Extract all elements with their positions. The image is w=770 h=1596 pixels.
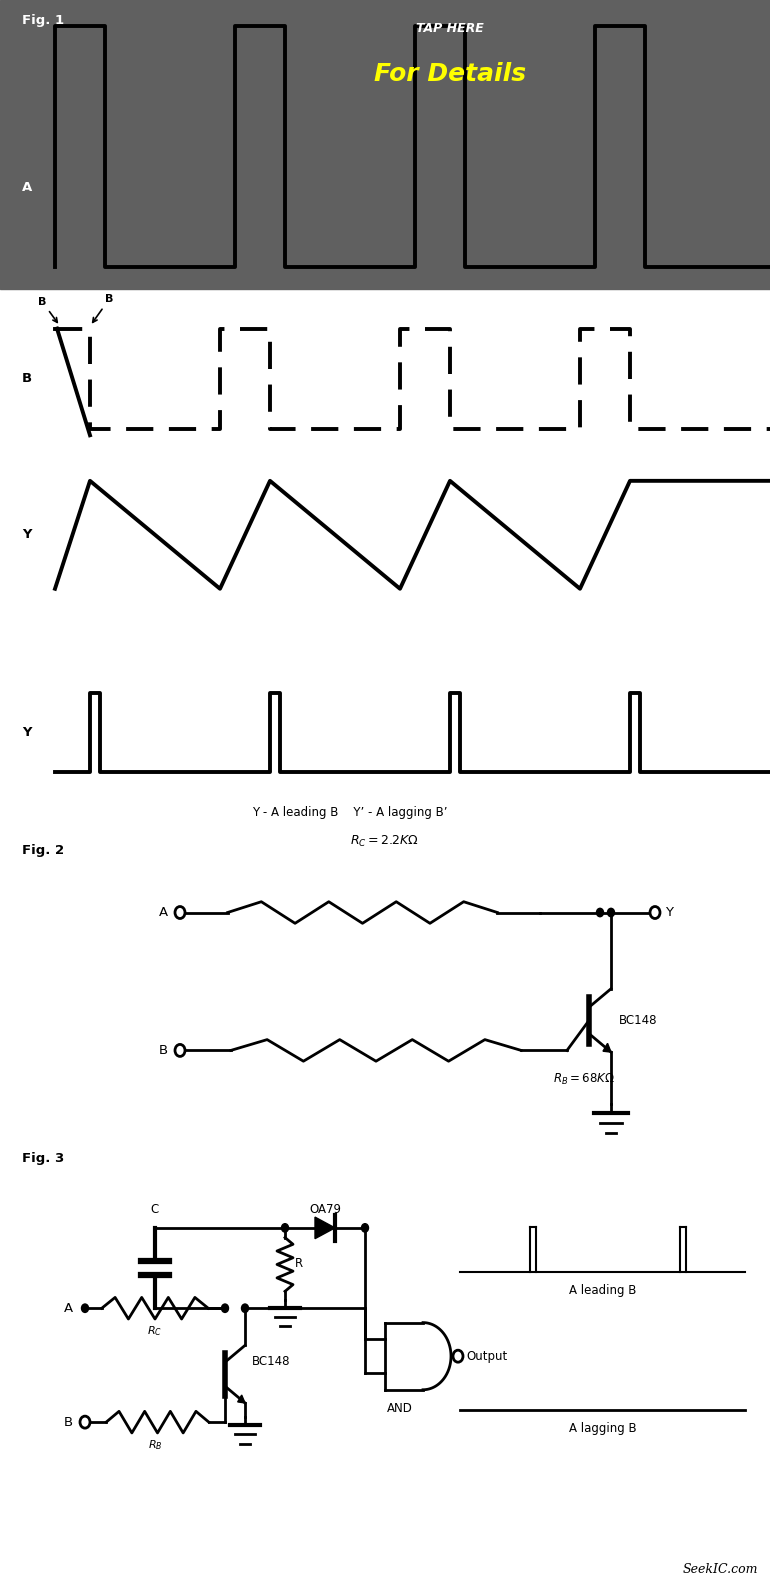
Circle shape: [361, 1224, 369, 1232]
Text: A: A: [64, 1302, 73, 1315]
Circle shape: [82, 1304, 89, 1312]
Polygon shape: [238, 1395, 245, 1403]
Text: BC148: BC148: [252, 1355, 290, 1368]
Text: BC148: BC148: [619, 1013, 658, 1026]
Bar: [0, 0, 770, 289]
Circle shape: [597, 908, 604, 916]
Text: C: C: [151, 1203, 159, 1216]
Text: A: A: [159, 907, 168, 919]
Circle shape: [175, 907, 185, 919]
Text: R: R: [295, 1258, 303, 1270]
Text: Y - A leading B    Y’ - A lagging B’: Y - A leading B Y’ - A lagging B’: [253, 806, 447, 819]
Text: Y: Y: [665, 907, 673, 919]
Polygon shape: [603, 1044, 611, 1052]
Text: B: B: [92, 294, 113, 322]
Text: SeekIC.com: SeekIC.com: [682, 1562, 758, 1575]
Text: A: A: [22, 180, 32, 193]
Text: $R_C$: $R_C$: [147, 1323, 162, 1337]
Text: Y: Y: [22, 528, 32, 541]
Circle shape: [80, 1416, 90, 1428]
Text: Y: Y: [22, 726, 32, 739]
Circle shape: [453, 1350, 463, 1361]
Circle shape: [282, 1224, 289, 1232]
Text: A lagging B: A lagging B: [569, 1422, 636, 1435]
Text: B: B: [159, 1044, 168, 1057]
Text: OA79: OA79: [309, 1203, 341, 1216]
Text: Fig. 3: Fig. 3: [22, 1152, 64, 1165]
Text: AND: AND: [387, 1401, 413, 1414]
Circle shape: [650, 907, 660, 919]
Text: B: B: [22, 372, 32, 385]
Text: TAP HERE: TAP HERE: [416, 22, 484, 35]
Text: For Details: For Details: [374, 62, 526, 86]
Text: B: B: [38, 297, 57, 322]
Text: $R_B = 68K\Omega$: $R_B = 68K\Omega$: [553, 1073, 615, 1087]
Circle shape: [175, 1044, 185, 1057]
Polygon shape: [315, 1218, 335, 1238]
Circle shape: [608, 908, 614, 916]
Text: B: B: [64, 1416, 73, 1428]
Text: A leading B: A leading B: [569, 1285, 636, 1298]
Text: Fig. 1: Fig. 1: [22, 14, 64, 27]
Circle shape: [222, 1304, 229, 1312]
Circle shape: [242, 1304, 249, 1312]
Text: $R_C = 2.2K\Omega$: $R_C = 2.2K\Omega$: [350, 833, 420, 849]
Text: Fig. 2: Fig. 2: [22, 844, 64, 857]
Text: Output: Output: [466, 1350, 507, 1363]
Text: $R_B$: $R_B$: [148, 1438, 162, 1451]
